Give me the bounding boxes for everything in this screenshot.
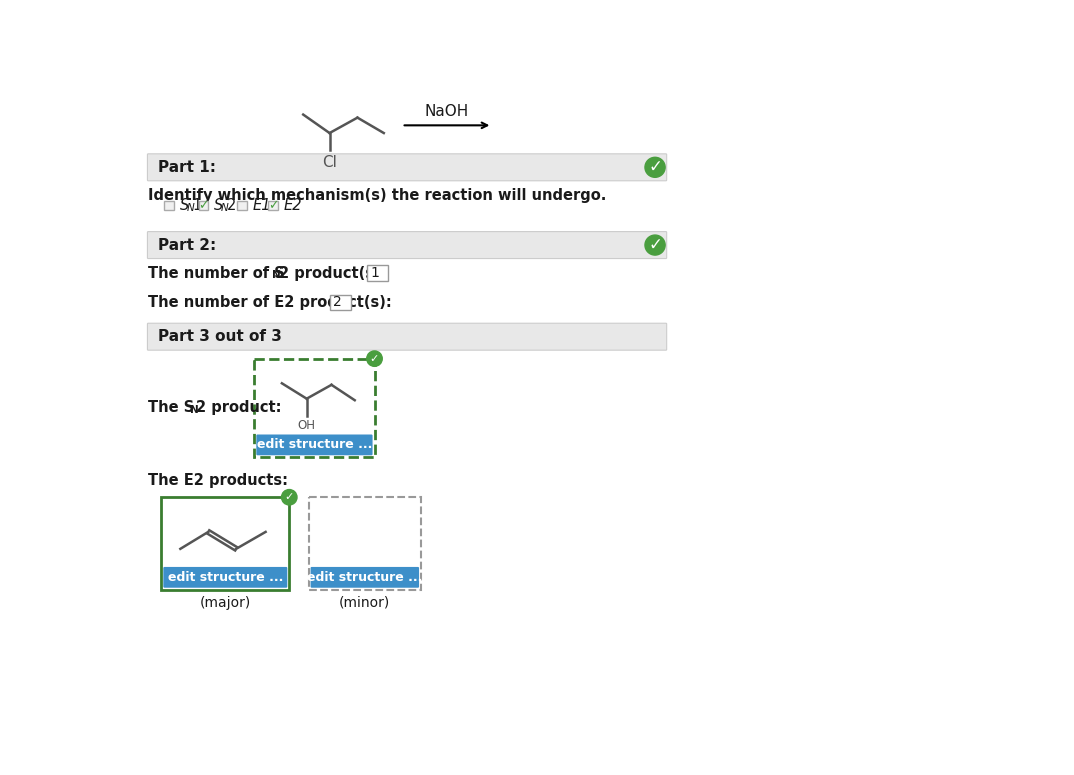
Text: edit structure ...: edit structure ... [168, 571, 284, 584]
Bar [161, 498, 289, 590]
Bar [330, 294, 351, 310]
Circle shape [281, 490, 297, 505]
Text: S: S [180, 198, 189, 213]
Text: N: N [272, 270, 281, 281]
FancyBboxPatch shape [147, 153, 667, 181]
Text: E2: E2 [284, 198, 302, 213]
FancyBboxPatch shape [147, 232, 667, 259]
Text: E1: E1 [252, 198, 272, 213]
Text: Part 3 out of 3: Part 3 out of 3 [158, 329, 281, 344]
Circle shape [645, 157, 665, 177]
Bar [237, 201, 247, 210]
FancyBboxPatch shape [147, 323, 667, 350]
Bar [199, 201, 208, 210]
Text: The S: The S [148, 401, 194, 415]
Text: 2: 2 [227, 198, 236, 213]
Text: ✓: ✓ [285, 492, 294, 502]
Circle shape [366, 351, 382, 367]
Text: 1: 1 [192, 198, 202, 213]
Circle shape [645, 235, 665, 255]
Text: (major): (major) [200, 596, 251, 610]
Text: 1: 1 [371, 266, 379, 281]
Text: OH: OH [297, 418, 316, 432]
Text: ✓: ✓ [369, 353, 379, 363]
Text: Part 1:: Part 1: [158, 160, 216, 175]
Text: edit structure ...: edit structure ... [307, 571, 422, 584]
Text: S: S [214, 198, 223, 213]
FancyBboxPatch shape [163, 567, 288, 587]
Text: 2 product(s):: 2 product(s): [279, 266, 387, 281]
Text: ✓: ✓ [198, 199, 208, 212]
Text: ✓: ✓ [267, 199, 278, 212]
Text: N: N [190, 405, 199, 415]
Bar [268, 201, 277, 210]
Text: The number of E2 product(s):: The number of E2 product(s): [148, 295, 392, 310]
Text: Identify which mechanism(s) the reaction will undergo.: Identify which mechanism(s) the reaction… [148, 188, 607, 203]
Bar [164, 201, 174, 210]
FancyBboxPatch shape [310, 567, 419, 587]
Text: ✓: ✓ [648, 236, 662, 254]
Text: 2 product:: 2 product: [197, 401, 281, 415]
Bar [366, 266, 389, 281]
FancyBboxPatch shape [257, 435, 373, 455]
Text: ✓: ✓ [648, 158, 662, 176]
Text: Cl: Cl [322, 154, 337, 170]
Text: 2: 2 [333, 295, 343, 309]
Text: (minor): (minor) [339, 596, 391, 610]
Text: The E2 products:: The E2 products: [148, 473, 288, 487]
Text: Part 2:: Part 2: [158, 238, 216, 253]
Text: The number of S: The number of S [148, 266, 285, 281]
Text: N: N [221, 203, 229, 212]
Text: NaOH: NaOH [425, 104, 469, 119]
Text: N: N [187, 203, 194, 212]
Text: edit structure ...: edit structure ... [257, 439, 372, 451]
Bar [308, 498, 421, 590]
Bar [255, 359, 375, 457]
